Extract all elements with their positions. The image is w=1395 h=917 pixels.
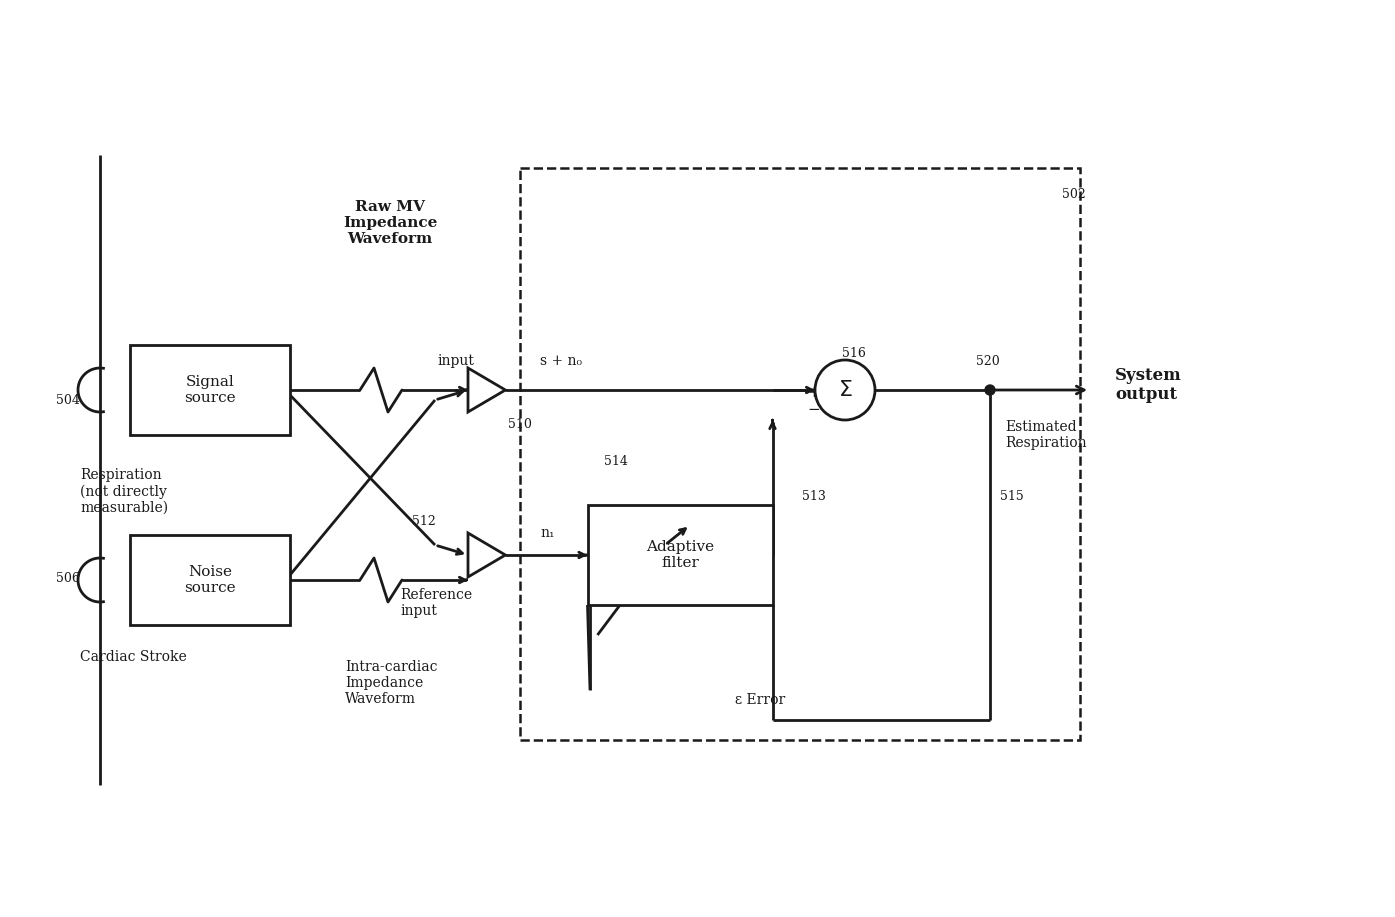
Text: 502: 502 — [1062, 189, 1085, 202]
Text: −: − — [808, 403, 820, 417]
Text: n₁: n₁ — [540, 526, 554, 540]
Text: 515: 515 — [1000, 490, 1024, 503]
Text: 510: 510 — [508, 418, 531, 431]
Bar — [130, 535, 290, 625]
Text: Noise
source: Noise source — [184, 565, 236, 595]
Text: 520: 520 — [976, 355, 1000, 368]
Polygon shape — [467, 533, 505, 577]
Circle shape — [985, 385, 995, 395]
Text: $\Sigma$: $\Sigma$ — [837, 379, 852, 401]
Bar — [130, 345, 290, 435]
Text: 504: 504 — [56, 393, 80, 406]
Text: Signal
source: Signal source — [184, 375, 236, 405]
Text: System
output: System output — [1115, 367, 1182, 403]
Text: ε Error: ε Error — [735, 693, 785, 707]
Text: 512: 512 — [413, 515, 437, 528]
Text: Respiration
(not directly
measurable): Respiration (not directly measurable) — [80, 468, 169, 514]
Text: 516: 516 — [843, 347, 866, 360]
Polygon shape — [467, 368, 505, 412]
Text: s + n₀: s + n₀ — [540, 354, 582, 368]
Text: 513: 513 — [802, 490, 826, 503]
Text: Intra-cardiac
Impedance
Waveform: Intra-cardiac Impedance Waveform — [345, 660, 438, 706]
Text: input: input — [437, 354, 474, 368]
Bar — [587, 505, 773, 605]
Text: Estimated
Respiration: Estimated Respiration — [1004, 420, 1087, 450]
Circle shape — [815, 360, 875, 420]
Text: 506: 506 — [56, 571, 80, 584]
Text: Cardiac Stroke: Cardiac Stroke — [80, 650, 187, 664]
Text: Reference
input: Reference input — [400, 588, 472, 618]
Text: +: + — [808, 386, 820, 400]
Text: 514: 514 — [604, 455, 628, 468]
Bar — [520, 168, 1080, 740]
Text: Adaptive
filter: Adaptive filter — [646, 540, 714, 570]
Text: Raw MV
Impedance
Waveform: Raw MV Impedance Waveform — [343, 200, 437, 247]
